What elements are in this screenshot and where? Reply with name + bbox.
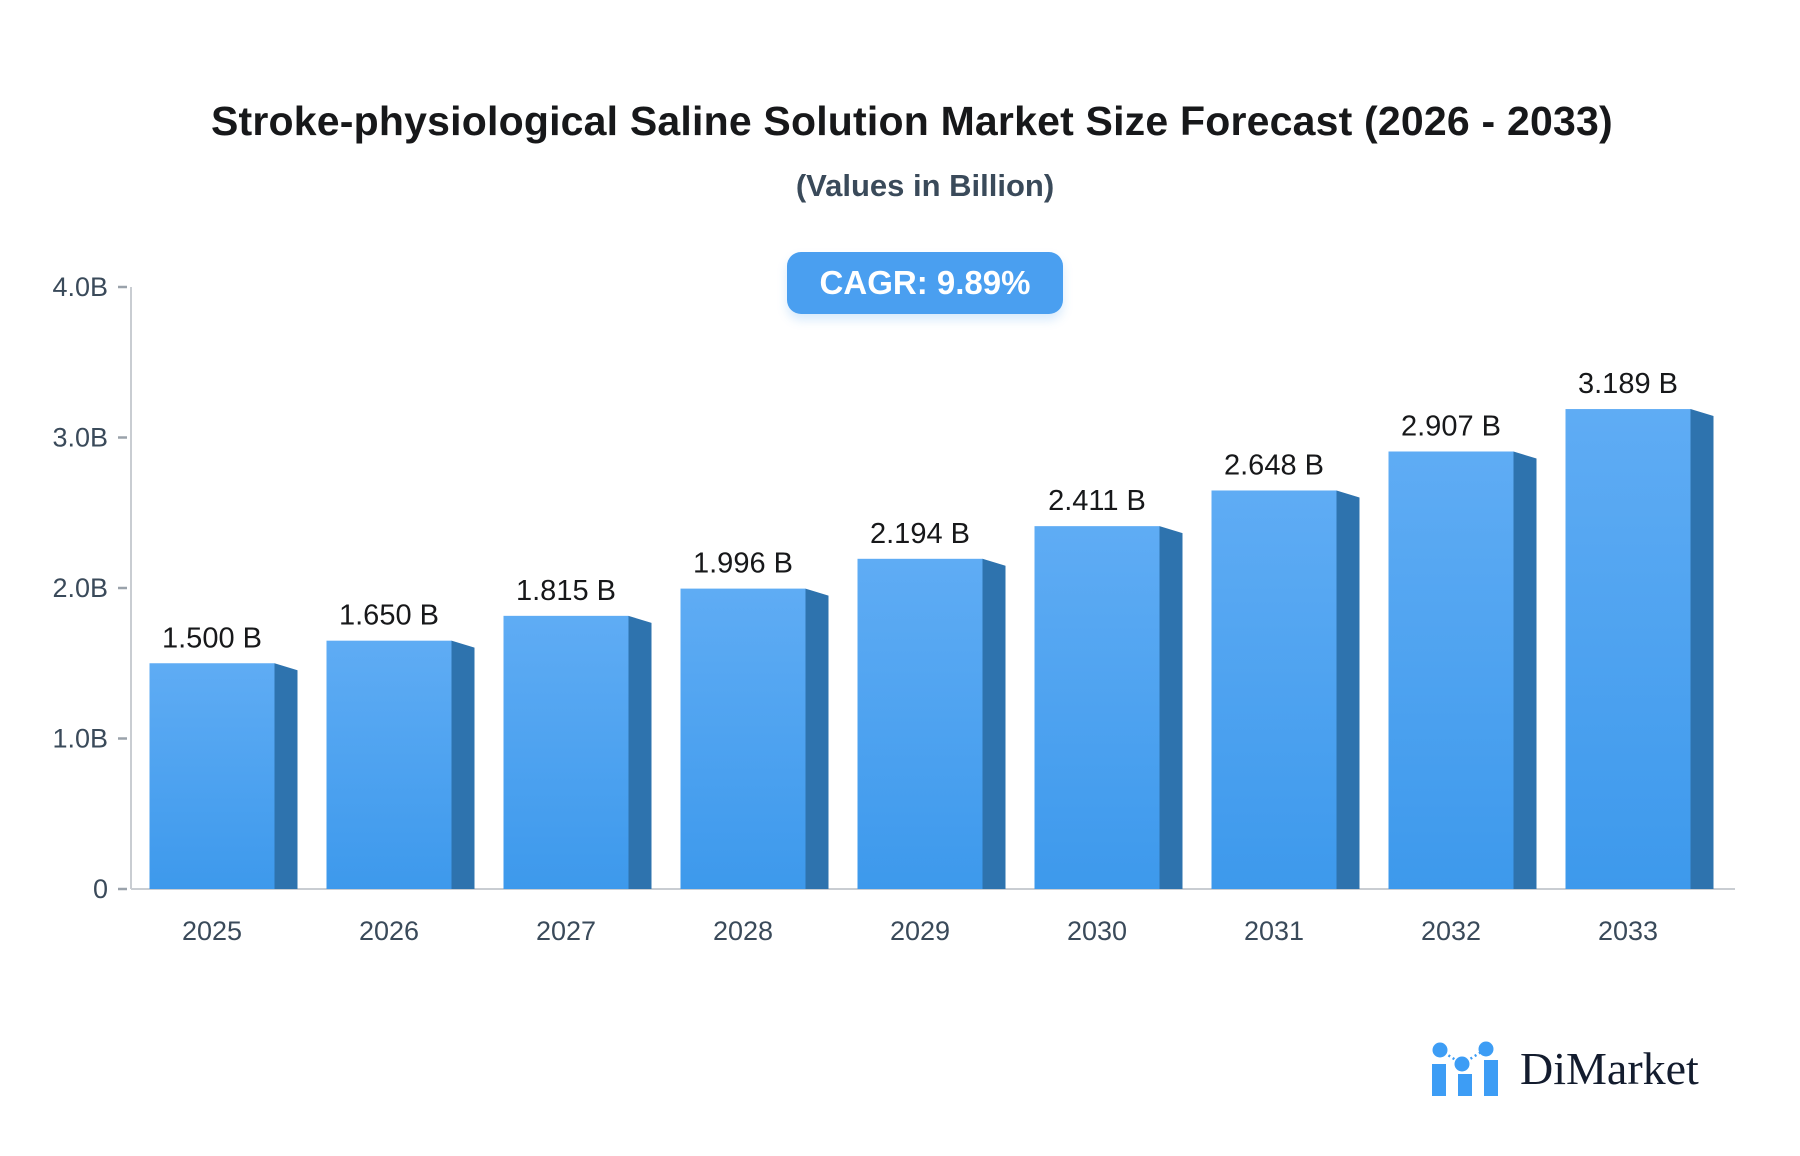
svg-text:3.0B: 3.0B (52, 423, 108, 453)
svg-text:1.996 B: 1.996 B (693, 548, 793, 580)
svg-text:3.189 B: 3.189 B (1578, 368, 1678, 400)
svg-text:2025: 2025 (182, 916, 242, 946)
svg-text:2027: 2027 (536, 916, 596, 946)
svg-text:4.0B: 4.0B (52, 272, 108, 302)
svg-text:1.500 B: 1.500 B (162, 622, 262, 654)
svg-text:1.815 B: 1.815 B (516, 575, 616, 607)
svg-text:2030: 2030 (1067, 916, 1127, 946)
svg-text:1.0B: 1.0B (52, 724, 108, 754)
svg-text:2033: 2033 (1598, 916, 1658, 946)
svg-text:2.411 B: 2.411 B (1048, 485, 1146, 517)
svg-text:2.648 B: 2.648 B (1224, 449, 1324, 481)
svg-text:1.650 B: 1.650 B (339, 600, 439, 632)
svg-text:2028: 2028 (713, 916, 773, 946)
svg-text:2029: 2029 (890, 916, 950, 946)
svg-text:2031: 2031 (1244, 916, 1304, 946)
svg-text:2026: 2026 (359, 916, 419, 946)
svg-text:2.0B: 2.0B (52, 573, 108, 603)
svg-text:0: 0 (93, 874, 108, 904)
svg-text:2.907 B: 2.907 B (1401, 410, 1501, 442)
svg-text:2.194 B: 2.194 B (870, 518, 970, 550)
svg-text:2032: 2032 (1421, 916, 1481, 946)
